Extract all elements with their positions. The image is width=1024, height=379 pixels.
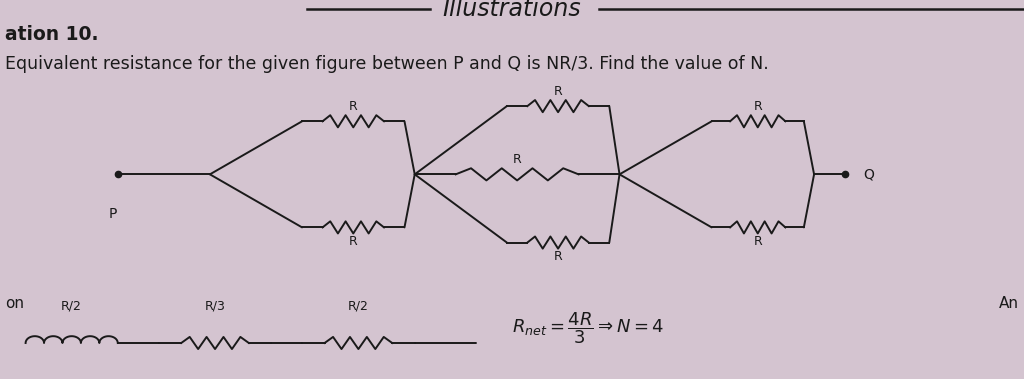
Text: An: An (998, 296, 1019, 311)
Text: R: R (349, 235, 357, 248)
Text: R/2: R/2 (61, 300, 82, 313)
Text: Q: Q (863, 168, 874, 181)
Text: Illustrations: Illustrations (442, 0, 582, 22)
Text: R/3: R/3 (205, 300, 225, 313)
Text: on: on (5, 296, 25, 311)
Text: P: P (109, 207, 117, 221)
Text: Equivalent resistance for the given figure between P and Q is NR/3. Find the val: Equivalent resistance for the given figu… (5, 55, 769, 73)
Text: R: R (554, 251, 562, 263)
Text: R: R (754, 235, 762, 248)
Text: R: R (554, 85, 562, 98)
Text: ation 10.: ation 10. (5, 25, 98, 44)
Text: R/2: R/2 (348, 300, 369, 313)
Text: R: R (513, 153, 521, 166)
Text: R: R (349, 100, 357, 113)
Text: $R_{net} = \dfrac{4R}{3} \Rightarrow N = 4$: $R_{net} = \dfrac{4R}{3} \Rightarrow N =… (512, 310, 665, 346)
Text: R: R (754, 100, 762, 113)
